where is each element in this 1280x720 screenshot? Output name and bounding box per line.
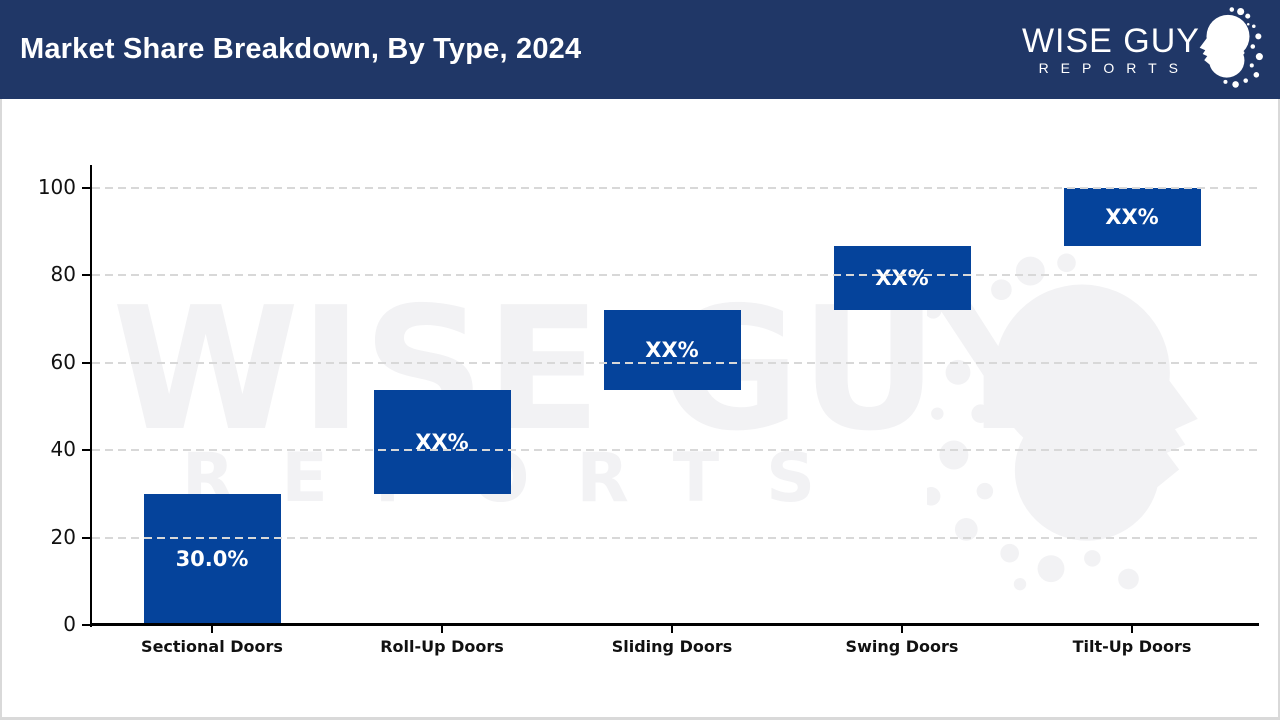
gridline — [92, 274, 1259, 276]
x-axis-tick — [671, 626, 673, 633]
gridline — [92, 361, 1259, 364]
y-axis-tick-label: 60 — [50, 349, 76, 374]
face-profile-icon — [1199, 7, 1263, 88]
gridline — [92, 449, 1259, 451]
x-axis-tick — [211, 626, 213, 633]
x-axis-category-label: Sliding Doors — [611, 637, 733, 656]
watermark-wordmark: WISE GUY — [112, 271, 1062, 469]
x-axis-tick — [1131, 626, 1133, 633]
bar-value-label: XX% — [1105, 204, 1159, 229]
y-axis-tick — [82, 274, 90, 276]
bar-value-label: 30.0% — [175, 547, 249, 572]
gridline — [92, 186, 1259, 189]
y-axis-tick — [82, 536, 90, 539]
y-axis-line — [90, 165, 92, 627]
watermark-face-icon — [927, 253, 1198, 591]
bar-segment: XX% — [1063, 187, 1201, 247]
x-axis-tick — [901, 626, 903, 633]
x-axis-category-label: Roll-Up Doors — [380, 637, 504, 656]
y-axis-tick — [82, 449, 90, 451]
chart-canvas: WISE GUY REPORTS 0 20 40 60 80 100 30.0% Sectio… — [0, 99, 1280, 720]
header-banner: Market Share Breakdown, By Type, 2024 WI… — [0, 0, 1280, 99]
y-axis-tick — [82, 361, 90, 364]
watermark-tagline: REPORTS — [182, 439, 863, 518]
x-axis-tick — [441, 626, 443, 633]
gridline — [92, 536, 1259, 539]
y-axis-tick-label: 80 — [50, 262, 76, 286]
bar-segment: XX% — [373, 390, 511, 494]
x-axis-line — [90, 623, 1259, 626]
y-axis-tick-label: 20 — [50, 524, 76, 549]
bar-segment: XX% — [833, 246, 971, 310]
y-axis-tick — [82, 186, 90, 189]
chart-title: Market Share Breakdown, By Type, 2024 — [20, 33, 582, 65]
logo-wordmark: WISE GUY — [1021, 22, 1200, 60]
logo-tagline: REPORTS — [1038, 60, 1190, 76]
y-axis-tick-label: 0 — [63, 612, 76, 636]
brand-logo: WISE GUY REPORTS — [1018, 0, 1268, 99]
y-axis-tick — [82, 624, 90, 626]
bar-value-label: XX% — [875, 266, 929, 291]
bar-value-label: XX% — [645, 338, 699, 363]
bar-segment: XX% — [603, 310, 741, 391]
x-axis-category-label: Swing Doors — [845, 637, 959, 656]
x-axis-category-label: Tilt-Up Doors — [1072, 637, 1192, 656]
x-axis-category-label: Sectional Doors — [141, 637, 283, 656]
bar-segment: 30.0% — [143, 493, 281, 626]
y-axis-tick-label: 100 — [37, 174, 76, 199]
y-axis-tick-label: 40 — [50, 437, 76, 461]
